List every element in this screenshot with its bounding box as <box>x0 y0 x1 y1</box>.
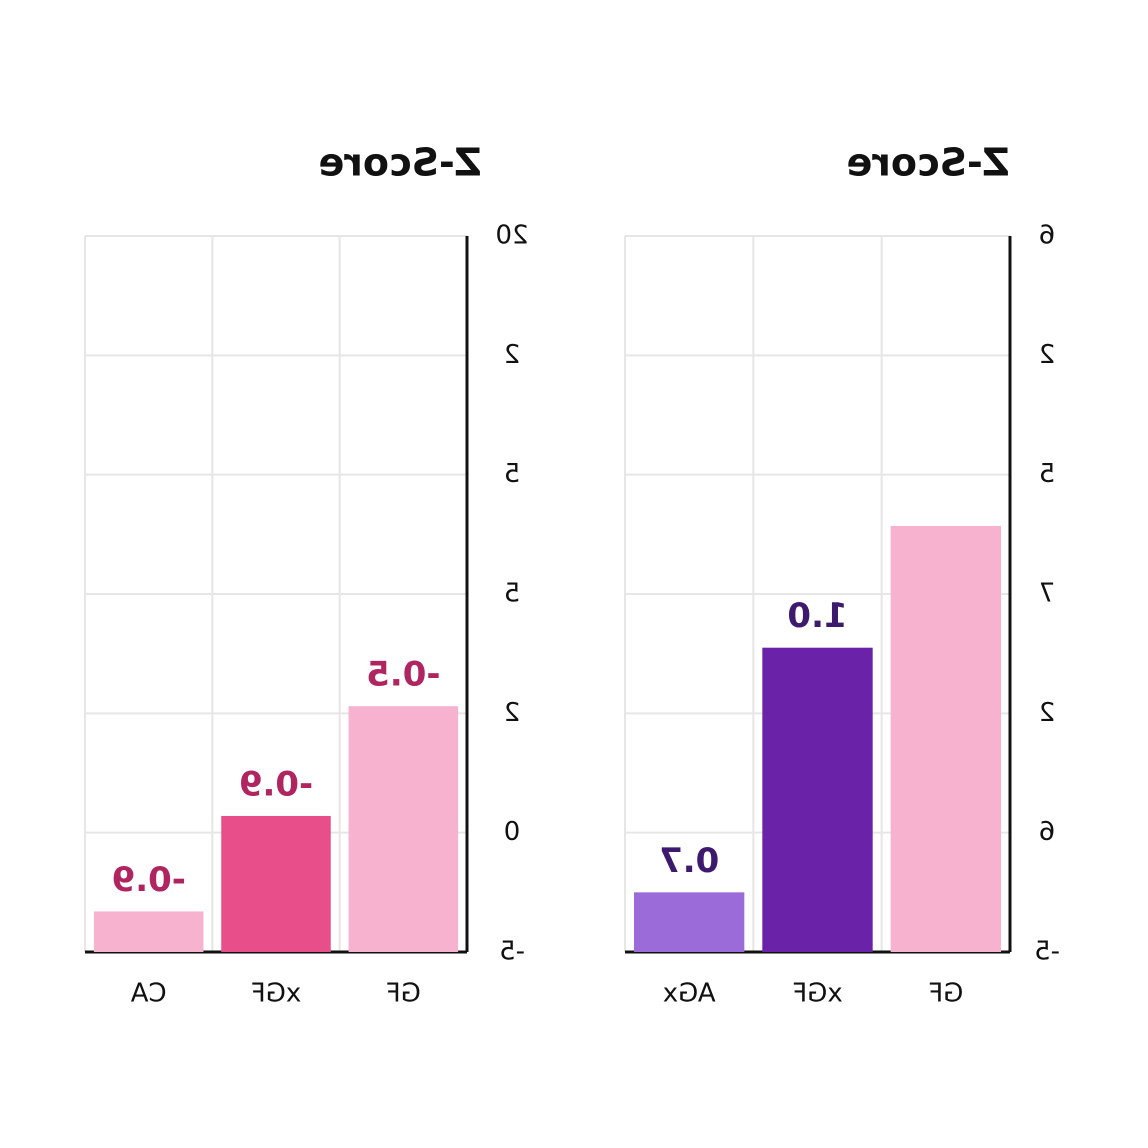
y-tick-label: 6 <box>1039 817 1056 847</box>
y-tick-label: -5 <box>1034 937 1060 967</box>
y-tick-label: 7 <box>1039 579 1056 609</box>
y-tick-label: 20 <box>495 221 528 251</box>
y-tick-label: -5 <box>499 937 525 967</box>
chart-title: Z-Score <box>846 141 1009 185</box>
y-tick-label: 5 <box>504 459 521 489</box>
bar <box>762 647 873 952</box>
y-tick-label: 0 <box>504 817 521 847</box>
bar <box>221 815 331 952</box>
y-tick-label: 5 <box>1039 459 1056 489</box>
y-tick-label: 2 <box>504 340 521 370</box>
chart-title: Z-Score <box>318 141 481 185</box>
bar <box>890 525 1002 952</box>
value-label: -0.9 <box>111 860 185 900</box>
x-tick-label: xGF <box>251 979 302 1009</box>
y-tick-label: 2 <box>504 698 521 728</box>
value-label: -0.9 <box>239 764 313 804</box>
bar <box>93 911 204 952</box>
x-tick-label: AGx <box>663 979 716 1009</box>
value-label: 1.0 <box>787 596 847 636</box>
y-tick-label: 2 <box>1039 340 1056 370</box>
x-tick-label: CA <box>130 979 166 1009</box>
y-tick-label: 2 <box>1039 698 1056 728</box>
x-tick-label: GF <box>928 979 963 1009</box>
bar <box>348 706 459 952</box>
bar <box>633 892 745 952</box>
y-tick-label: 6 <box>1039 221 1056 251</box>
y-tick-label: 5 <box>504 579 521 609</box>
value-label: -0.5 <box>366 655 440 695</box>
x-tick-label: xGF <box>792 979 843 1009</box>
value-label: 0.7 <box>659 841 719 881</box>
x-tick-label: GF <box>386 979 421 1009</box>
